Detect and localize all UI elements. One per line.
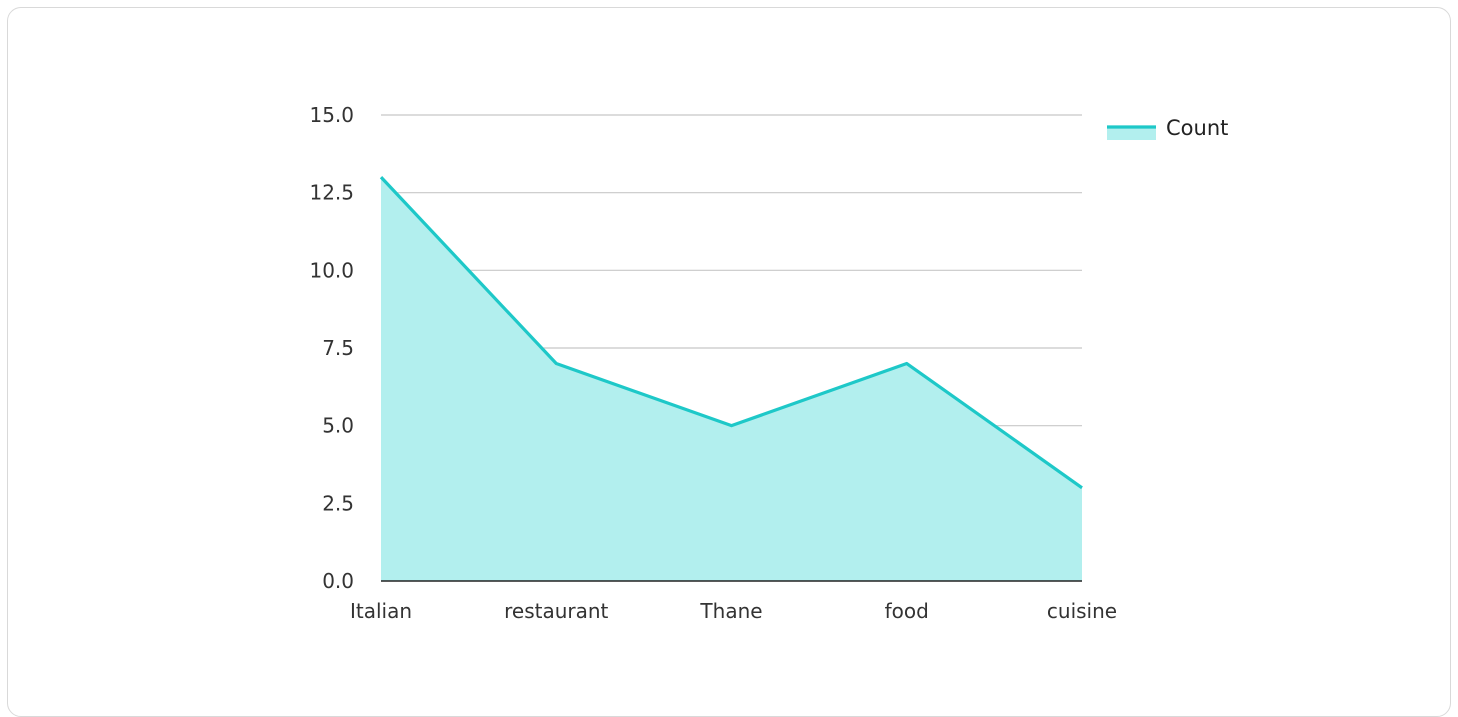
x-tick-label: cuisine	[1047, 599, 1117, 623]
y-tick-label: 10.0	[309, 258, 354, 282]
series-line-count	[379, 176, 1083, 490]
y-tick-label: 0.0	[322, 569, 354, 593]
x-tick-label: food	[885, 599, 929, 623]
x-axis-ticks: Italian restaurant Thane food cuisine	[350, 599, 1117, 623]
x-tick-label: Italian	[350, 599, 412, 623]
area-chart: 0.0 2.5 5.0 7.5 10.0 12.5 15.0 Italian restaura…	[309, 103, 1228, 623]
chart-card	[7, 7, 1451, 717]
legend[interactable]: Count	[1107, 116, 1228, 140]
y-tick-label: 2.5	[322, 491, 354, 515]
x-tick-label: restaurant	[504, 599, 608, 623]
legend-swatch-fill	[1107, 126, 1156, 140]
y-tick-label: 7.5	[322, 336, 354, 360]
series-area-count	[381, 177, 1082, 581]
y-tick-label: 12.5	[309, 181, 354, 205]
legend-label-count: Count	[1166, 116, 1228, 140]
y-tick-label: 5.0	[322, 414, 354, 438]
y-axis-ticks: 0.0 2.5 5.0 7.5 10.0 12.5 15.0	[309, 103, 354, 593]
y-tick-label: 15.0	[309, 103, 354, 127]
x-tick-label: Thane	[699, 599, 762, 623]
